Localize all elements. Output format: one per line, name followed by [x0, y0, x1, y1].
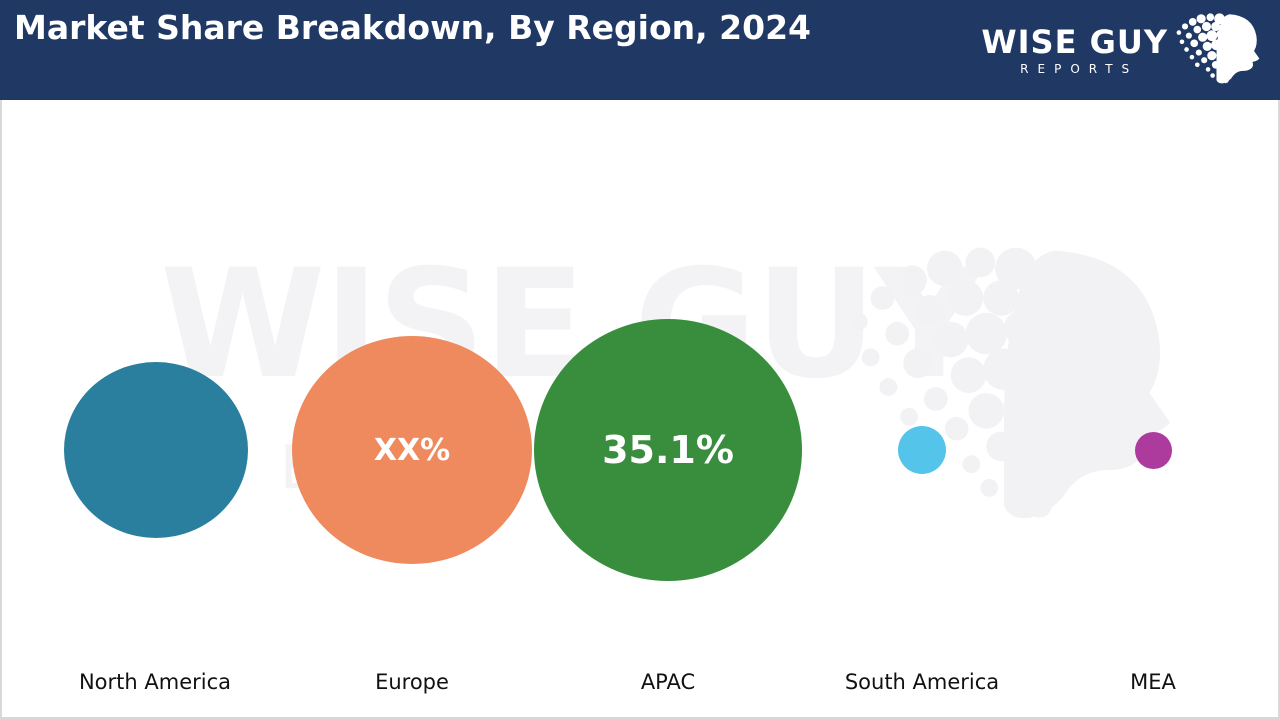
- logo-name: WISE GUY: [981, 23, 1168, 62]
- header-bar: Market Share Breakdown, By Region, 2024 …: [0, 0, 1280, 100]
- logo-text: WISE GUY REPORTS: [981, 26, 1168, 76]
- head-silhouette-icon: [1176, 13, 1260, 84]
- wise-guy-reports-logo: WISE GUY REPORTS: [981, 6, 1264, 96]
- bubble-south-america: [898, 426, 946, 474]
- bubble-north-america: [64, 362, 248, 538]
- watermark-head-silhouette: [849, 247, 1171, 519]
- bubble-value-label: 35.1%: [602, 428, 734, 472]
- bubble-chart-area: WISE GUY REPORTS XX% 35.1% North America…: [0, 100, 1280, 720]
- category-label-mea: MEA: [1130, 670, 1176, 694]
- category-label-apac: APAC: [640, 670, 696, 694]
- bubble-apac: 35.1%: [534, 319, 802, 581]
- page-title: Market Share Breakdown, By Region, 2024: [14, 8, 811, 47]
- bubble-mea: [1135, 432, 1172, 469]
- logo-subtitle: REPORTS: [1020, 61, 1139, 76]
- bubble-value-label: XX%: [373, 432, 451, 468]
- category-label-europe: Europe: [375, 670, 449, 694]
- category-label-south-america: South America: [844, 670, 1000, 694]
- bubble-europe: XX%: [292, 336, 532, 564]
- category-label-north-america: North America: [78, 670, 232, 694]
